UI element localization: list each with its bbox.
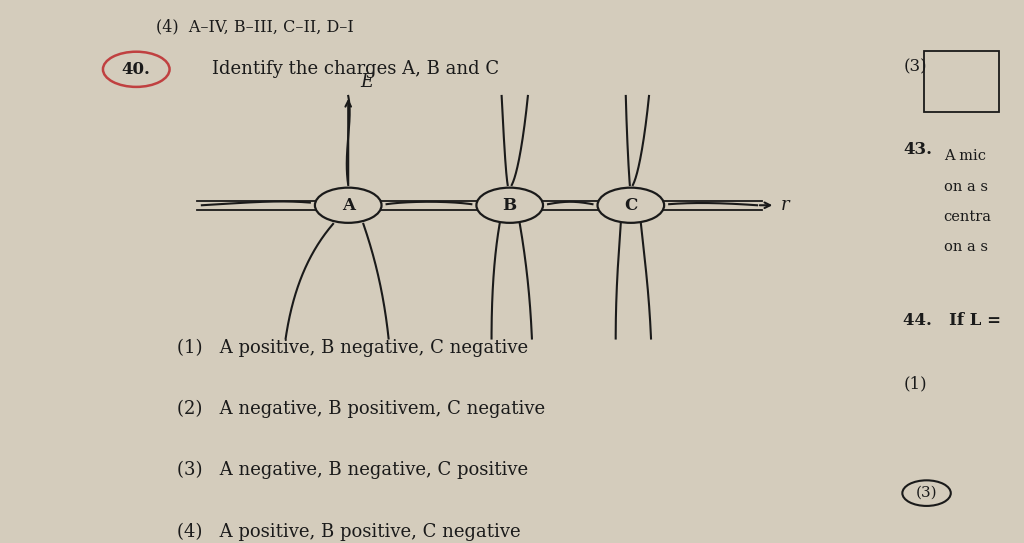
Text: centra: centra [944, 210, 991, 224]
Text: (1): (1) [903, 376, 927, 393]
Text: (3): (3) [915, 486, 937, 500]
Circle shape [598, 188, 665, 223]
Text: (3): (3) [903, 58, 927, 75]
Text: E: E [360, 73, 374, 91]
Text: A: A [342, 197, 354, 214]
Text: on a s: on a s [944, 241, 988, 255]
Text: on a s: on a s [944, 180, 988, 194]
Text: 40.: 40. [122, 61, 151, 78]
Text: (4)   A positive, B positive, C negative: (4) A positive, B positive, C negative [176, 522, 520, 541]
Text: (2)   A negative, B positivem, C negative: (2) A negative, B positivem, C negative [176, 400, 545, 418]
Text: (4)  A–IV, B–III, C–II, D–I: (4) A–IV, B–III, C–II, D–I [157, 18, 354, 36]
Text: (3)   A negative, B negative, C positive: (3) A negative, B negative, C positive [176, 461, 527, 479]
Circle shape [315, 188, 382, 223]
Text: 43.: 43. [903, 141, 932, 158]
Circle shape [476, 188, 543, 223]
Text: Identify the charges A, B and C: Identify the charges A, B and C [212, 60, 499, 78]
Text: (1)   A positive, B negative, C negative: (1) A positive, B negative, C negative [176, 338, 527, 357]
Text: B: B [503, 197, 517, 214]
Text: r: r [781, 196, 790, 214]
Text: A mic: A mic [944, 149, 986, 163]
Text: 44.   If L =: 44. If L = [903, 312, 1001, 329]
Text: C: C [625, 197, 638, 214]
